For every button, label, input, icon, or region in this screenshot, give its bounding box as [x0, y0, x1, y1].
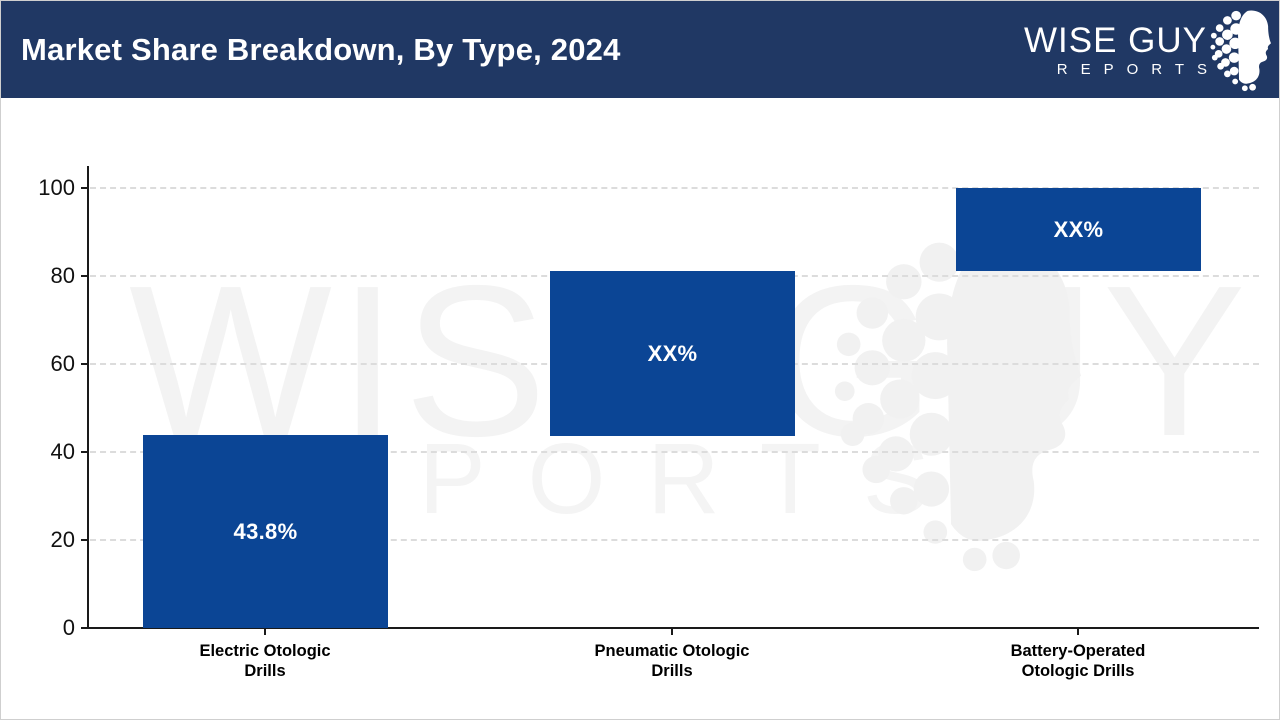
y-tick-100: [81, 187, 88, 189]
gridline-100: [90, 187, 1259, 189]
y-tick-label-100: 100: [38, 175, 75, 200]
y-axis-line: [87, 166, 89, 629]
y-tick-label-0: 0: [62, 615, 75, 640]
category-label-0: Electric Otologic Drills: [199, 642, 331, 680]
y-tick-20: [81, 539, 88, 541]
y-tick-40: [81, 451, 88, 453]
bar-value-label: XX%: [647, 340, 698, 366]
bar-value-label: XX%: [1053, 216, 1104, 242]
page-title: Market Share Breakdown, By Type, 2024: [21, 31, 621, 67]
y-tick-80: [81, 275, 88, 277]
x-tick-2: [1077, 629, 1079, 635]
y-tick-label-20: 20: [50, 527, 75, 552]
logo-face-icon: [1210, 10, 1271, 92]
y-tick-60: [81, 363, 88, 365]
y-tick-label-80: 80: [50, 263, 75, 288]
y-tick-0: [81, 627, 88, 629]
header-bar: Market Share Breakdown, By Type, 2024 WI…: [1, 1, 1279, 98]
gridline-20: [90, 539, 1259, 541]
x-tick-0: [264, 629, 266, 635]
bar-value-label: 43.8%: [233, 518, 298, 544]
logo-reports-label: REPORTS: [1056, 60, 1220, 78]
gridline-40: [90, 451, 1259, 453]
y-tick-label-60: 60: [50, 351, 75, 376]
category-label-1: Pneumatic Otologic Drills: [594, 642, 750, 680]
logo-wiseguy-label: WISE GUY: [1023, 20, 1207, 60]
bar-0: 43.8%: [143, 435, 388, 628]
wise-guy-reports-logo: WISE GUY REPORTS: [1024, 5, 1271, 95]
category-label-2: Battery-Operated Otologic Drills: [1010, 642, 1146, 680]
bar-2: XX%: [956, 188, 1201, 271]
y-tick-label-40: 40: [50, 439, 75, 464]
bar-1: XX%: [550, 271, 795, 436]
logo-text: WISE GUY REPORTS: [1023, 20, 1207, 78]
watermark-face-icon: [834, 241, 1081, 572]
x-tick-1: [671, 629, 673, 635]
x-axis-line: [87, 627, 1259, 629]
